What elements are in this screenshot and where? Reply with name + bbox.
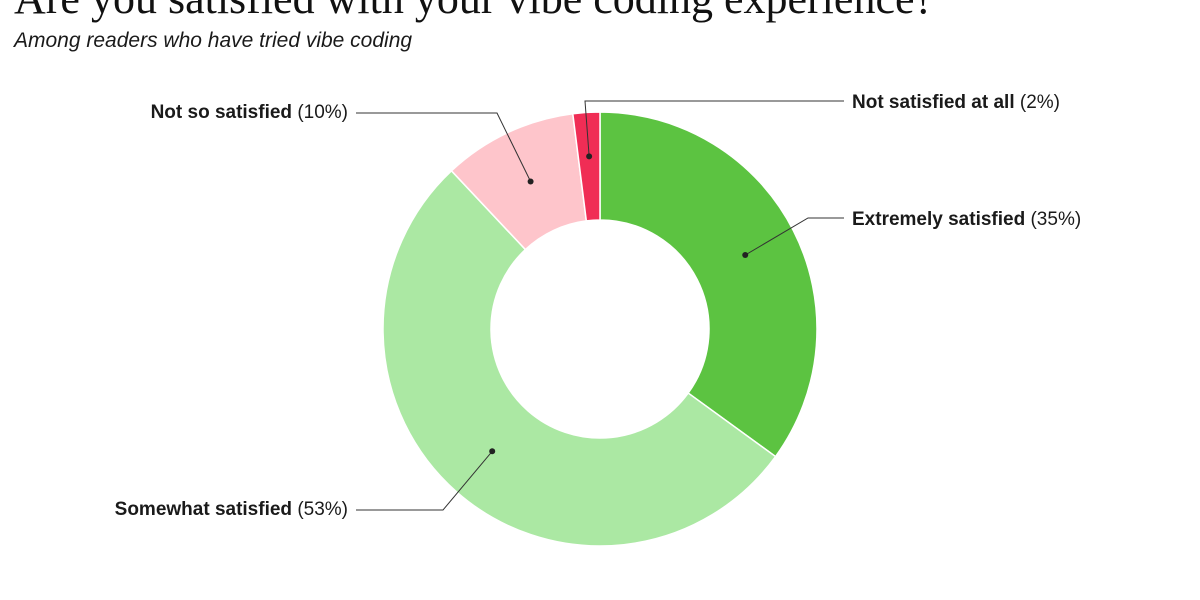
slice-labels: Extremely satisfied (35%) Somewhat satisf… <box>115 92 1082 520</box>
leader-dot <box>527 178 534 185</box>
donut-slice-not-satisfied-at-all <box>571 111 601 222</box>
slice-label: Not satisfied at all (2%) <box>852 92 1060 113</box>
chart-title: Are you satisfied with your vibe coding … <box>14 0 934 24</box>
donut-slice-somewhat-satisfied <box>382 169 777 547</box>
slice-label-percent: (10%) <box>297 102 348 123</box>
slice-label-percent: (53%) <box>297 499 348 520</box>
leader-line <box>356 450 493 511</box>
slice-label: Extremely satisfied (35%) <box>852 209 1081 230</box>
slice-label-name: Somewhat satisfied <box>115 499 298 520</box>
slice-label-name: Not so satisfied <box>151 102 298 123</box>
slice-label: Not so satisfied (10%) <box>151 102 348 123</box>
slice-label-name: Extremely satisfied <box>852 209 1030 230</box>
leader-lines <box>356 100 844 511</box>
donut-slices <box>382 111 818 547</box>
leader-line <box>584 100 844 157</box>
leader-dot <box>742 251 749 258</box>
slice-label-percent: (2%) <box>1020 92 1060 113</box>
leader-dot <box>586 153 593 160</box>
slice-label-name: Not satisfied at all <box>852 92 1020 113</box>
slice-label-percent: (35%) <box>1030 209 1081 230</box>
leader-line <box>356 112 532 182</box>
leader-line <box>744 217 844 256</box>
chart-subtitle: Among readers who have tried vibe coding <box>14 29 413 52</box>
leader-dot <box>489 448 496 455</box>
donut-slice-extremely-satisfied <box>599 111 818 458</box>
slice-label: Somewhat satisfied (53%) <box>115 499 348 520</box>
